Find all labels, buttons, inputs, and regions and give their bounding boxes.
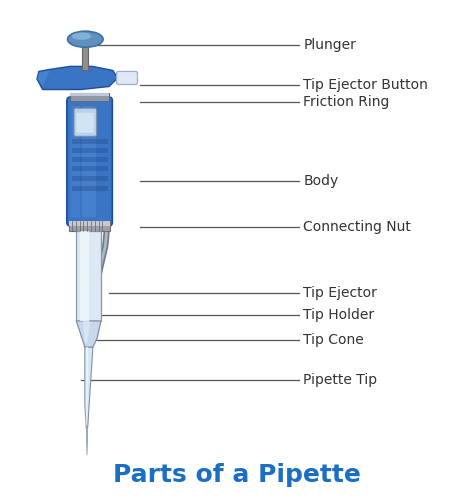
Bar — [72, 139, 108, 144]
Polygon shape — [83, 321, 90, 343]
Bar — [71, 106, 80, 217]
Bar — [69, 221, 110, 231]
Bar — [80, 231, 89, 321]
FancyBboxPatch shape — [67, 97, 112, 226]
Polygon shape — [86, 428, 88, 455]
Bar — [72, 176, 108, 181]
Bar — [69, 221, 110, 226]
Bar — [76, 231, 101, 321]
Bar — [72, 166, 108, 171]
Text: Tip Holder: Tip Holder — [303, 308, 374, 322]
Text: Pipette Tip: Pipette Tip — [303, 373, 377, 387]
Bar — [82, 106, 96, 217]
Text: Friction Ring: Friction Ring — [303, 95, 390, 109]
Ellipse shape — [72, 33, 91, 40]
FancyBboxPatch shape — [117, 71, 137, 85]
Ellipse shape — [67, 31, 103, 47]
Text: Tip Cone: Tip Cone — [303, 332, 364, 347]
Text: Plunger: Plunger — [303, 38, 356, 52]
Bar — [72, 148, 108, 153]
Bar — [72, 157, 108, 162]
Bar — [70, 93, 109, 101]
Polygon shape — [85, 347, 93, 428]
Bar — [72, 186, 108, 191]
Polygon shape — [37, 66, 118, 90]
Bar — [82, 39, 88, 70]
FancyBboxPatch shape — [76, 113, 94, 133]
Text: Tip Ejector Button: Tip Ejector Button — [303, 77, 428, 92]
Polygon shape — [37, 70, 50, 86]
FancyBboxPatch shape — [74, 108, 97, 136]
Polygon shape — [76, 321, 101, 347]
Text: Connecting Nut: Connecting Nut — [303, 220, 411, 234]
Text: Tip Ejector: Tip Ejector — [303, 286, 377, 300]
Bar — [70, 93, 109, 96]
Polygon shape — [86, 347, 88, 425]
Text: Parts of a Pipette: Parts of a Pipette — [113, 463, 361, 487]
Text: Body: Body — [303, 174, 338, 188]
